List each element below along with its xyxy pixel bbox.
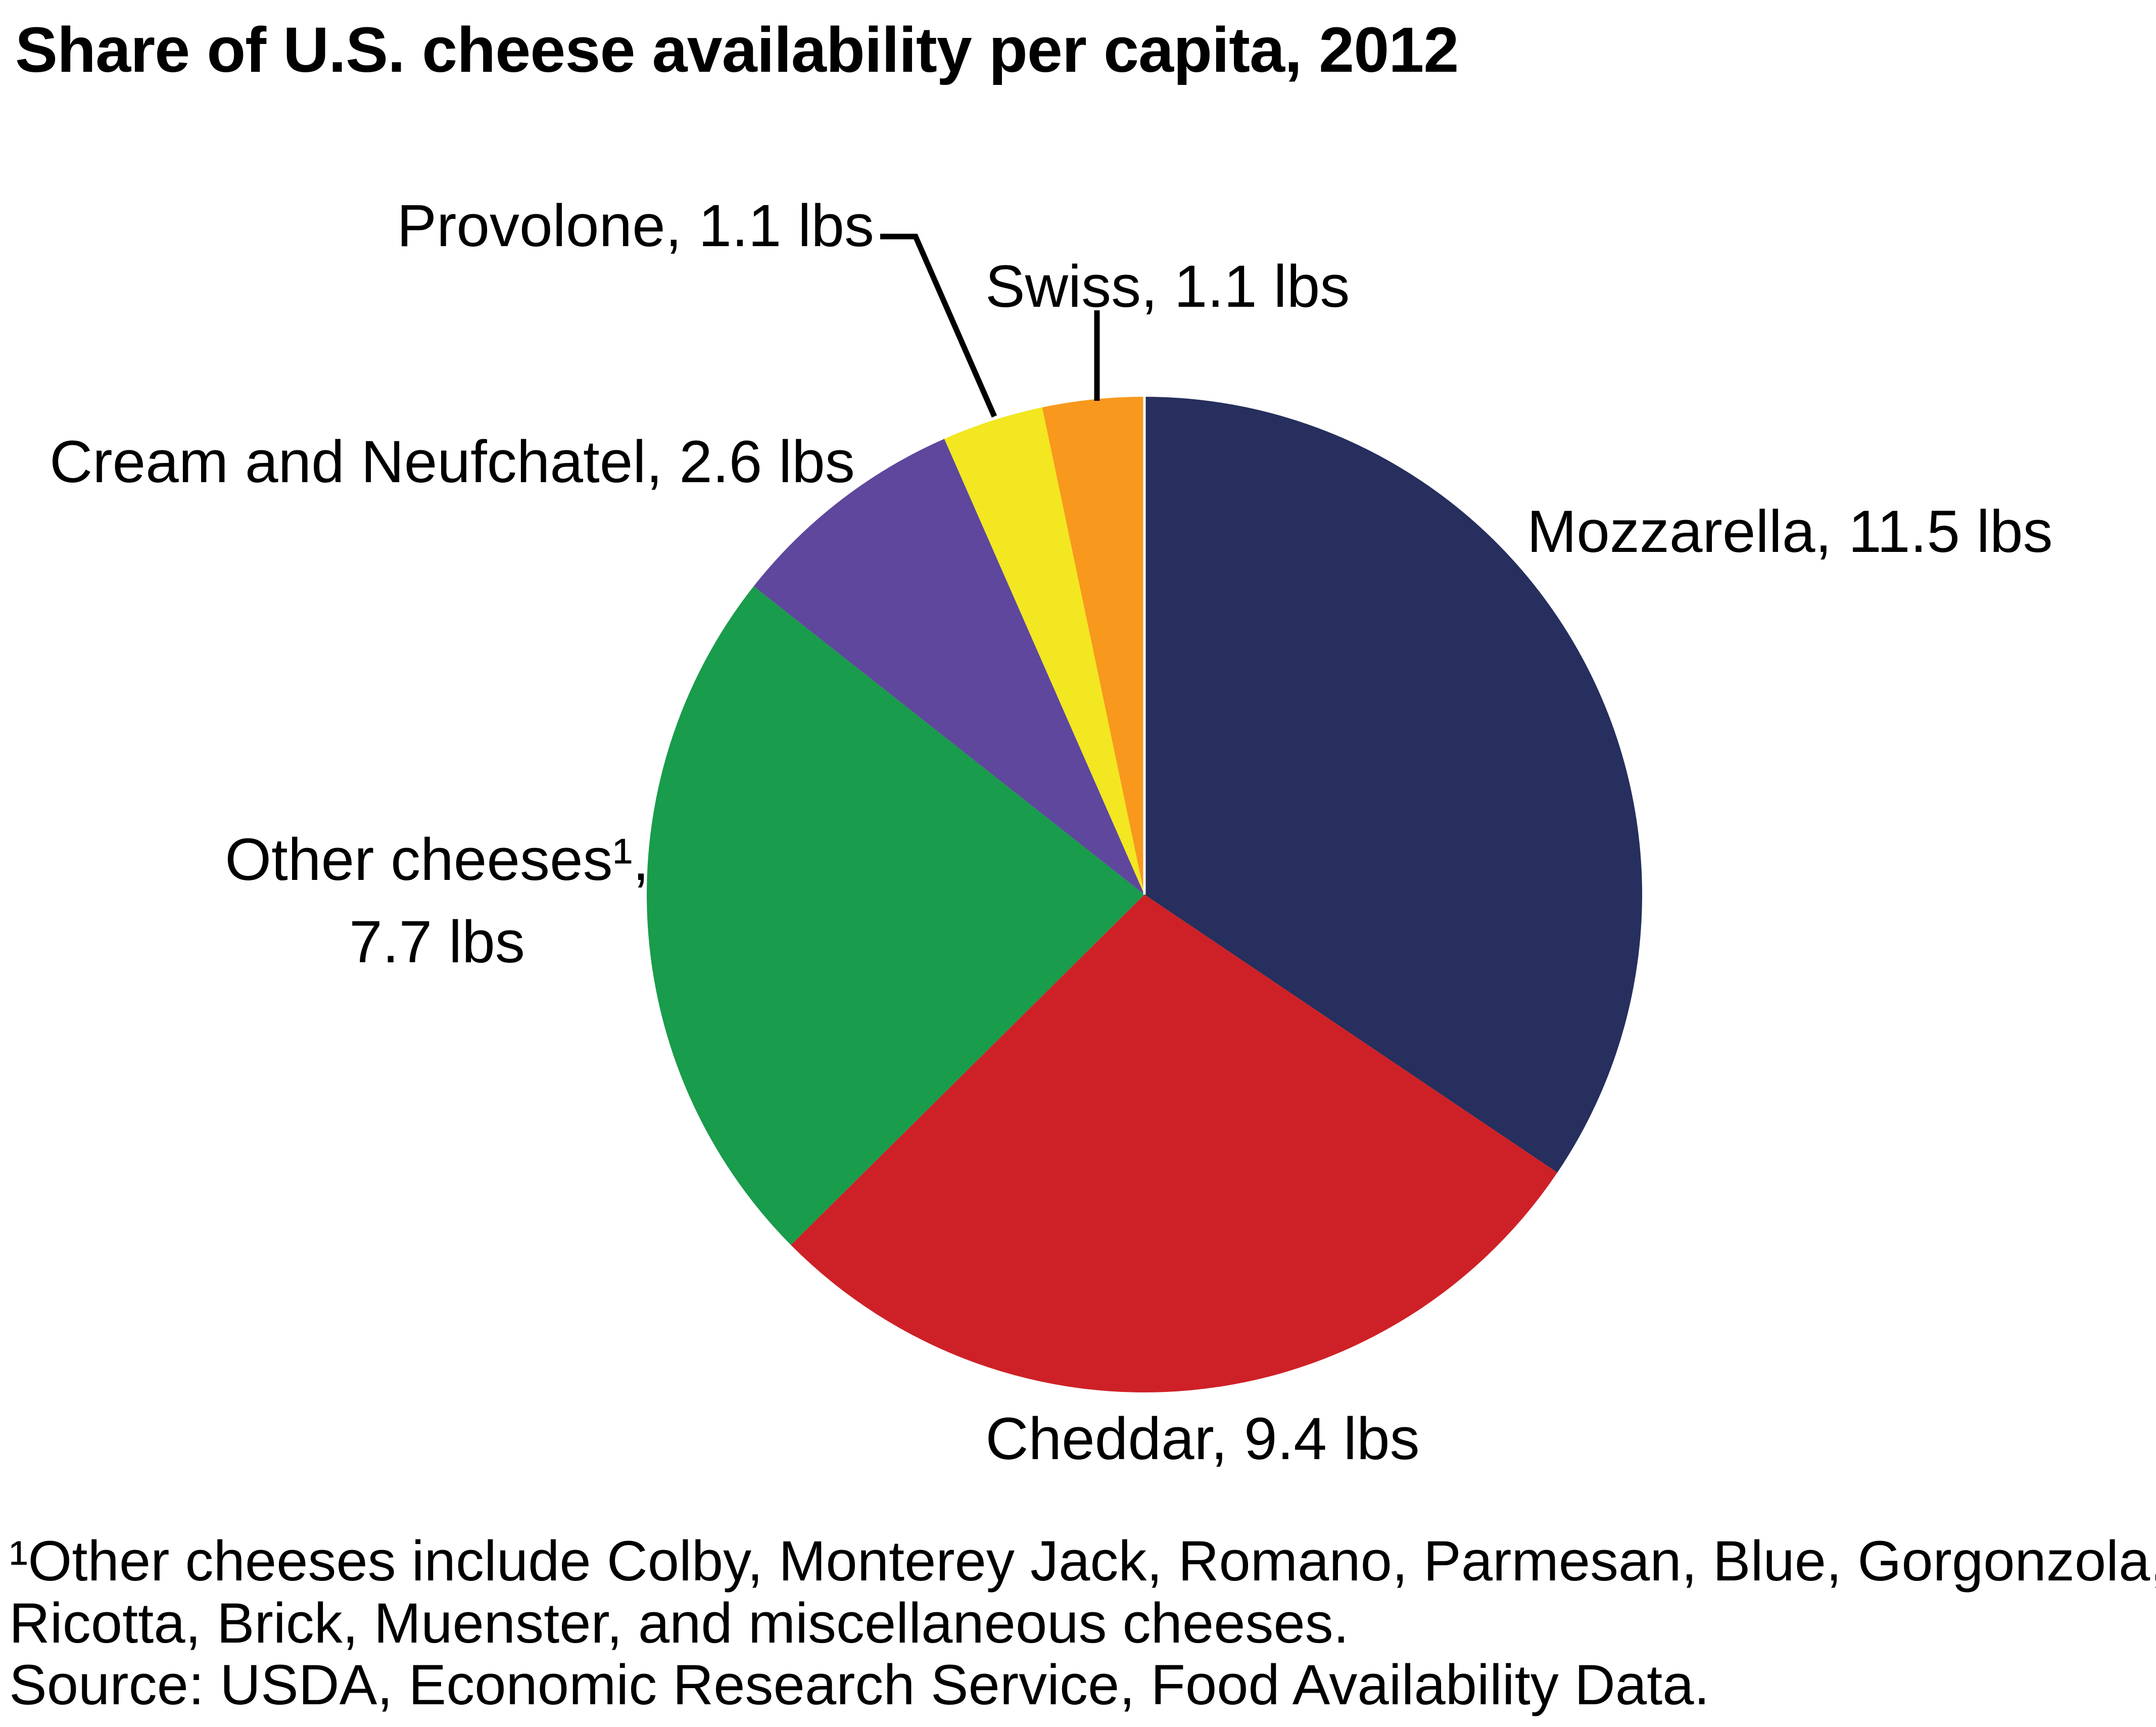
pie-slice-mozzarella xyxy=(1144,397,1643,1173)
slice-label-swiss: Swiss, 1.1 lbs xyxy=(985,253,1350,320)
chart-footer: ¹Other cheeses include Colby, Monterey J… xyxy=(9,1530,2156,1716)
pie-slice-cream-and-neufchatel xyxy=(753,439,1144,895)
slice-label-mozzarella: Mozzarella, 11.5 lbs xyxy=(1527,498,2053,565)
pie-slices-group xyxy=(646,397,1643,1393)
slice-label-cream-and-neufchatel: Cream and Neufchatel, 2.6 lbs xyxy=(50,429,855,495)
slice-label-cheddar: Cheddar, 9.4 lbs xyxy=(985,1406,1420,1472)
footnote-line2: Ricotta, Brick, Muenster, and miscellane… xyxy=(9,1591,1349,1655)
slice-label-other-cheeses: Other cheeses¹, 7.7 lbs xyxy=(202,819,672,984)
source-note: Source: USDA, Economic Research Service,… xyxy=(9,1653,1710,1717)
footnote-line1: ¹Other cheeses include Colby, Monterey J… xyxy=(9,1529,2156,1593)
pie-slice-swiss xyxy=(1042,397,1144,895)
slice-label-other-cheeses-line2: 7.7 lbs xyxy=(349,908,525,975)
provolone-leader-line xyxy=(880,234,997,418)
chart-title: Share of U.S. cheese availability per ca… xyxy=(15,14,1459,85)
pie-slice-provolone xyxy=(944,407,1144,895)
pie-slice-other-cheeses xyxy=(646,586,1144,1245)
slice-label-provolone: Provolone, 1.1 lbs xyxy=(397,193,874,259)
slice-label-other-cheeses-line1: Other cheeses¹, xyxy=(225,826,649,893)
pie-slice-cheddar xyxy=(791,895,1558,1393)
